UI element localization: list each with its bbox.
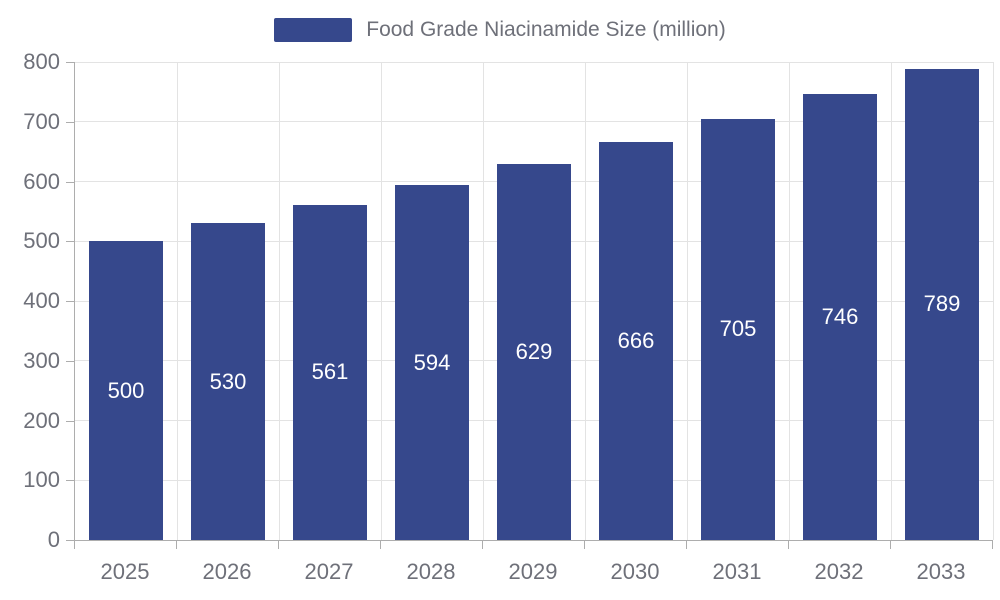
y-axis-tick (66, 121, 74, 123)
legend-swatch (274, 18, 353, 42)
bar-value-label: 666 (617, 328, 655, 354)
plot-area: 500 530 561 594 629 666 705 746 789 (74, 61, 994, 541)
y-axis-tick-label: 700 (23, 108, 60, 134)
x-axis-tick (482, 541, 483, 549)
y-axis-tick-label: 0 (47, 527, 60, 552)
x-axis-tick-label: 2025 (100, 559, 150, 584)
y-axis-tick-label: 600 (23, 168, 60, 194)
y-axis-tick (66, 360, 74, 362)
x-axis-tick (788, 541, 789, 549)
gridline-vertical (992, 62, 994, 540)
bar-value-label: 705 (719, 316, 757, 342)
x-axis-tick (686, 541, 687, 549)
gridline-vertical (278, 62, 280, 540)
gridline-horizontal (75, 61, 993, 63)
bar-2026[interactable]: 530 (191, 223, 265, 540)
x-axis-tick-label: 2027 (304, 559, 354, 584)
legend-label: Food Grade Niacinamide Size (million) (366, 18, 726, 41)
y-axis-tick-label: 500 (23, 228, 60, 254)
x-axis-tick-label: 2033 (916, 559, 966, 584)
bar-2027[interactable]: 561 (293, 204, 367, 540)
gridline-vertical (380, 62, 382, 540)
x-axis-tick-label: 2031 (712, 559, 762, 584)
gridline-vertical (788, 62, 790, 540)
x-axis-tick (380, 541, 381, 549)
legend-item[interactable]: Food Grade Niacinamide Size (million) (0, 18, 1000, 42)
y-axis-tick (66, 420, 74, 422)
bar-value-label: 530 (209, 368, 247, 394)
y-axis-tick (66, 480, 74, 482)
bar-value-label: 789 (923, 291, 961, 317)
bar-2029[interactable]: 629 (497, 164, 571, 540)
bar-value-label: 594 (413, 349, 451, 375)
gridline-vertical (176, 62, 178, 540)
bar-value-label: 500 (107, 377, 145, 403)
x-axis-tick-label: 2029 (508, 559, 558, 584)
gridline-vertical (482, 62, 484, 540)
bar-2031[interactable]: 705 (701, 118, 775, 540)
x-axis-tick-label: 2028 (406, 559, 456, 584)
y-axis-tick-label: 200 (23, 407, 60, 433)
y-axis-tick (66, 241, 74, 243)
y-axis-tick (66, 301, 74, 302)
bar-2032[interactable]: 746 (803, 94, 877, 540)
bar-2025[interactable]: 500 (89, 241, 163, 540)
x-axis-tick (890, 541, 891, 549)
x-axis-tick (278, 541, 279, 549)
bar-2028[interactable]: 594 (395, 185, 469, 540)
y-axis-tick-label: 400 (23, 288, 60, 313)
gridline-vertical (584, 62, 586, 540)
gridline-horizontal (75, 121, 993, 123)
bar-2030[interactable]: 666 (599, 142, 673, 540)
gridline-vertical (686, 62, 688, 540)
y-axis-tick (66, 62, 74, 63)
y-axis-tick-label: 300 (23, 347, 60, 373)
x-axis-tick (584, 541, 585, 549)
bar-value-label: 561 (311, 359, 349, 385)
x-axis-tick (74, 541, 75, 549)
y-axis-tick-label: 100 (23, 467, 60, 493)
x-axis-tick (992, 541, 993, 549)
y-axis-tick (66, 540, 74, 541)
bar-value-label: 629 (515, 339, 553, 365)
x-axis-tick-label: 2026 (202, 559, 252, 584)
x-axis-tick-label: 2032 (814, 559, 864, 584)
bar-value-label: 746 (821, 304, 859, 330)
y-axis-tick-label: 800 (23, 49, 60, 74)
y-axis-tick (66, 181, 74, 183)
bar-2033[interactable]: 789 (905, 68, 979, 540)
x-axis-tick (176, 541, 177, 549)
gridline-vertical (890, 62, 892, 540)
x-axis-tick-label: 2030 (610, 559, 660, 584)
